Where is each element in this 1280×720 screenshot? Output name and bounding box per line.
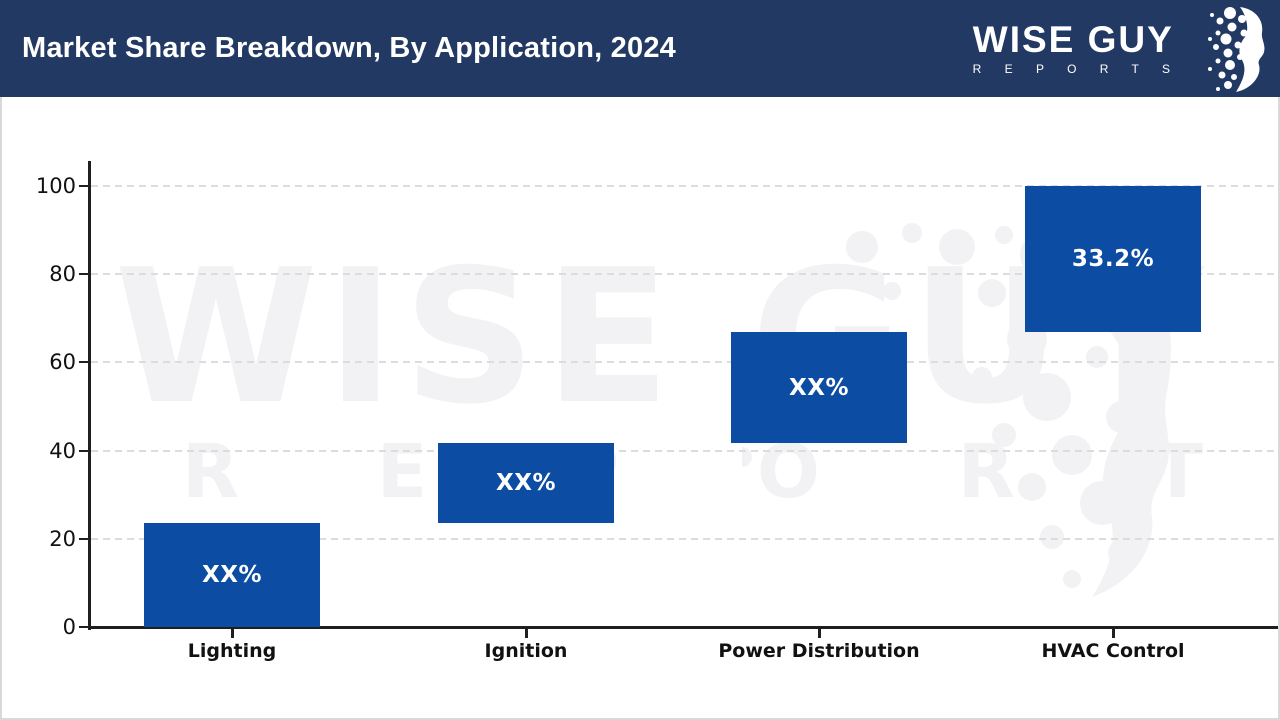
x-tick-mark (1111, 629, 1115, 638)
y-tick-label: 0 (62, 615, 76, 639)
wise-guy-reports-logo: WISE GUY R E P O R T S (967, 5, 1266, 93)
page-title: Market Share Breakdown, By Application, … (22, 32, 676, 64)
gridline-80 (91, 273, 1278, 276)
gridline-100 (91, 185, 1278, 187)
bar-value-label: XX% (788, 374, 849, 401)
x-category-label: Ignition (484, 640, 568, 662)
x-tick-mark (817, 629, 821, 638)
bar-value-label: XX% (495, 470, 556, 496)
y-tick-mark (79, 537, 88, 540)
y-axis-line (88, 161, 91, 630)
gridline-20 (91, 537, 1278, 540)
plot-area: 0 20 40 60 80 100 XX% Lighting XX% Ignition XX% Pow… (2, 97, 1278, 718)
y-tick-label: 100 (35, 174, 76, 198)
header-band: Market Share Breakdown, By Application, … (0, 0, 1280, 97)
bar-lighting: XX% (144, 523, 320, 627)
chart-canvas: WISE GUY R E P O R T S (0, 97, 1280, 720)
logo-text: WISE GUY R E P O R T S (967, 21, 1180, 76)
y-tick-label: 60 (49, 350, 76, 375)
x-category-label: Lighting (187, 640, 277, 662)
x-category-label: HVAC Control (1041, 640, 1185, 662)
x-tick-mark (230, 629, 234, 638)
y-tick-mark (79, 185, 88, 187)
bar-power-distribution: XX% (731, 332, 907, 443)
y-tick-label: 80 (49, 262, 76, 287)
logo-face-dots-icon (1208, 6, 1265, 92)
y-tick-mark (79, 626, 88, 628)
logo-primary-text: WISE GUY (972, 19, 1174, 60)
gridline-60 (91, 361, 1278, 364)
bar-value-label: XX% (201, 562, 262, 589)
y-tick-label: 20 (49, 526, 76, 551)
gridline-40 (91, 449, 1278, 452)
y-tick-mark (79, 273, 88, 276)
y-tick-mark (79, 361, 88, 364)
logo-secondary-text: R E P O R T S (972, 62, 1180, 76)
bar-ignition: XX% (438, 442, 614, 524)
y-tick-mark (79, 449, 88, 452)
x-axis-line (88, 626, 1278, 629)
bar-hvac-control: 33.2% (1025, 186, 1201, 333)
x-tick-mark (524, 629, 528, 638)
bar-value-label: 33.2% (1071, 246, 1155, 273)
y-tick-label: 40 (49, 438, 76, 463)
x-category-label: Power Distribution (718, 640, 920, 662)
